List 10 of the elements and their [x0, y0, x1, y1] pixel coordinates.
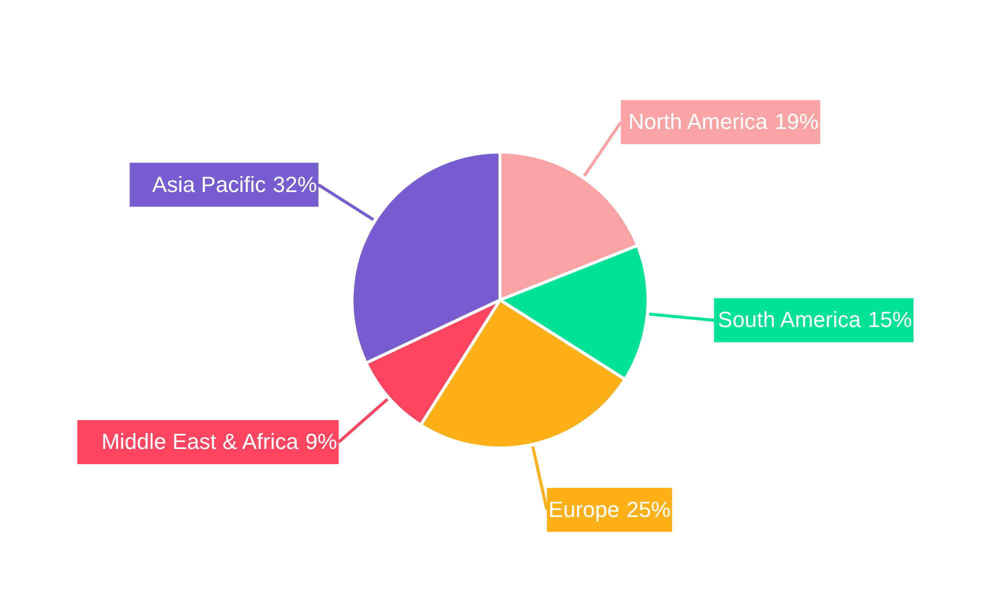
- data-label: 15%: [868, 307, 912, 332]
- data-label: 19%: [774, 109, 819, 134]
- slice-label: Middle East & Africa: [101, 429, 300, 454]
- slice-label: Europe: [548, 496, 620, 522]
- slice-label: North America: [628, 109, 768, 134]
- slice-label: Asia Pacific: [152, 172, 266, 197]
- data-label: 32%: [272, 172, 317, 197]
- data-label: 25%: [626, 496, 671, 522]
- slice-label: South America: [718, 307, 862, 332]
- data-label: 9%: [305, 429, 338, 454]
